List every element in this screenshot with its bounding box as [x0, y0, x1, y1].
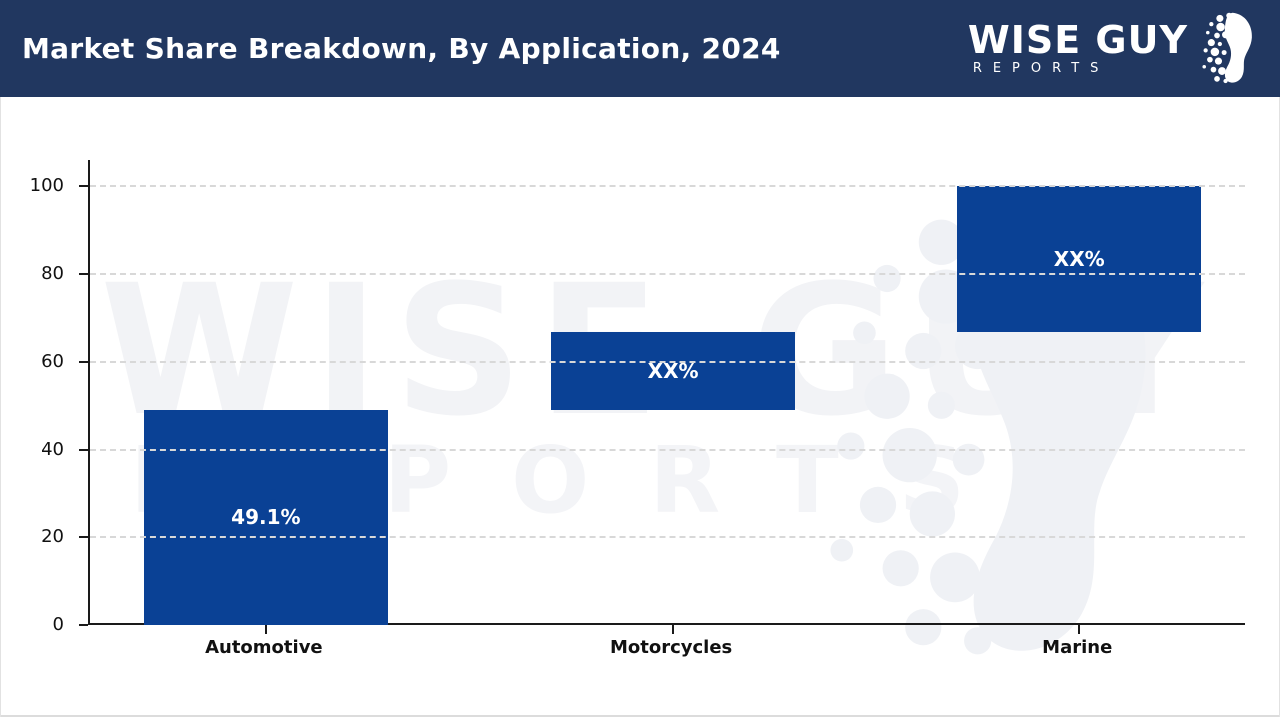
y-tick-label-40: 40	[41, 438, 64, 460]
y-tick-label-80: 80	[41, 263, 64, 285]
x-tickmark-automotive	[264, 625, 267, 634]
y-tickmark-100	[79, 185, 88, 188]
frame-left-border	[0, 97, 1, 717]
bar-value-label: XX%	[647, 358, 699, 383]
wiseguy-logo: WISE GUY REPORTS	[968, 11, 1254, 87]
chart-area: WISE GUY REPORTS 0 20 40 60 80	[0, 97, 1280, 720]
gridline-y-40	[90, 448, 1245, 451]
gridline-y-60	[90, 360, 1245, 363]
x-category-label-automotive: Automotive	[205, 637, 323, 658]
bar-value-label: XX%	[1053, 247, 1105, 272]
gridline-y-100	[90, 185, 1245, 188]
y-tick-label-0: 0	[52, 614, 64, 635]
y-axis-labels: 0 20 40 60 80 100	[0, 160, 78, 635]
bar-value-label: 49.1%	[231, 505, 301, 530]
y-tickmark-40	[79, 448, 88, 451]
y-tickmark-60	[79, 360, 88, 363]
logo-subtitle: REPORTS	[972, 61, 1110, 77]
header-bar: Market Share Breakdown, By Application, …	[0, 0, 1280, 97]
y-tick-label-60: 60	[41, 350, 64, 372]
wiseguy-logo-text: WISE GUY REPORTS	[967, 17, 1188, 77]
x-category-label-motorcycles: Motorcycles	[609, 637, 733, 658]
y-tickmark-0	[79, 624, 88, 626]
y-tick-label-20: 20	[41, 526, 64, 548]
x-tickmark-marine	[1078, 625, 1081, 634]
gridline-y-80	[90, 273, 1245, 276]
y-tickmark-80	[79, 273, 88, 276]
page-title: Market Share Breakdown, By Application, …	[22, 32, 781, 65]
y-tick-label-100: 100	[29, 175, 64, 197]
y-tickmark-20	[79, 536, 88, 539]
x-category-label-marine: Marine	[1042, 637, 1113, 658]
bar-motorcycles: XX%	[551, 332, 796, 410]
bar-automotive: 49.1%	[143, 409, 388, 625]
frame-bottom-border	[0, 715, 1280, 717]
plot-area: 49.1% XX% XX%	[79, 160, 1245, 634]
gridline-y-20	[90, 536, 1245, 539]
x-tickmark-motorcycles	[672, 625, 675, 634]
x-axis-labels: Automotive Motorcycles Marine	[88, 637, 1245, 667]
wiseguy-face-icon	[1202, 12, 1252, 83]
bar-marine: XX%	[957, 186, 1202, 333]
logo-wordmark: WISE GUY	[967, 17, 1188, 62]
